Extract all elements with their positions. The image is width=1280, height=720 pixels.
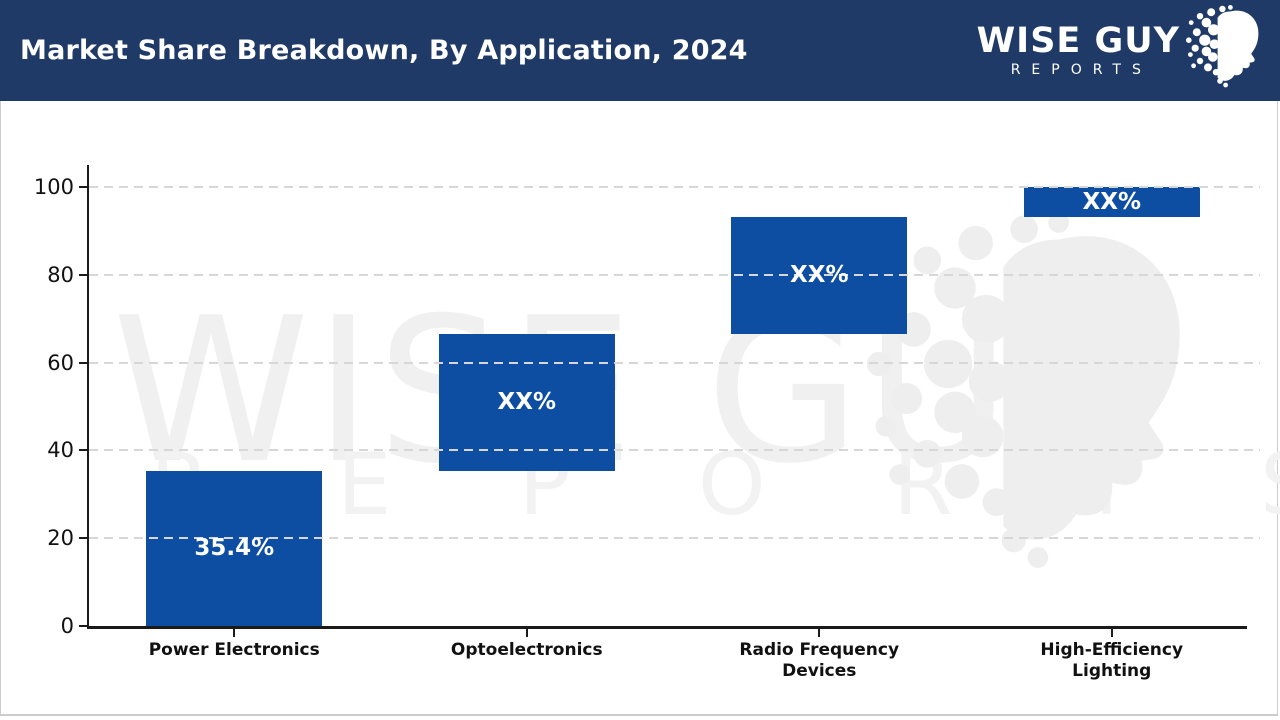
bar-segment [146, 470, 323, 626]
y-axis-spine [87, 165, 89, 629]
x-axis-line [87, 626, 1247, 629]
x-axis-tick [818, 629, 821, 637]
gridline [89, 186, 1260, 188]
y-axis-tick-label: 60 [47, 350, 74, 375]
bar-segment [438, 334, 615, 471]
bar-value-label: 35.4% [194, 535, 275, 562]
y-axis-tick-label: 20 [47, 526, 74, 551]
bar-value-label: XX% [1082, 188, 1141, 215]
y-axis-tick-label: 80 [47, 262, 74, 287]
gridline [89, 361, 1260, 364]
y-axis-tick [79, 273, 87, 276]
logo-wordmark-line2: REPORTS [1010, 62, 1152, 78]
y-axis-tick-label: 100 [33, 175, 74, 199]
y-axis-tick [79, 449, 87, 452]
logo-wordmark-line1: WISE GUY [976, 21, 1180, 61]
bar-value-label: XX% [497, 389, 556, 416]
x-axis-category-label: High-Efficiency Lighting [1040, 640, 1184, 681]
y-axis-tick [79, 625, 87, 627]
x-axis-category-label: Radio Frequency Devices [739, 640, 900, 681]
gridline [89, 449, 1260, 452]
gridline [89, 537, 1260, 540]
y-axis-tick [79, 186, 87, 188]
x-axis-tick [233, 629, 236, 637]
bar-value-label: XX% [789, 262, 849, 289]
header: Market Share Breakdown, By Application, … [0, 0, 1280, 101]
x-axis-tick [525, 629, 528, 637]
logo-head-dots-icon [1182, 4, 1266, 97]
gridline [89, 273, 1260, 276]
y-axis-tick [79, 361, 87, 364]
x-axis-tick [1110, 629, 1113, 637]
y-axis-tick-label: 0 [60, 614, 74, 638]
y-axis-tick-label: 40 [47, 438, 74, 463]
bar-segment [1023, 187, 1200, 217]
y-axis-tick [79, 537, 87, 540]
logo: WISE GUY REPORTS [976, 4, 1266, 97]
logo-wordmark: WISE GUY REPORTS [976, 21, 1180, 78]
page-title: Market Share Breakdown, By Application, … [20, 35, 748, 66]
x-axis-category-label: Power Electronics [148, 640, 320, 660]
x-axis-category-label: Optoelectronics [450, 640, 603, 660]
